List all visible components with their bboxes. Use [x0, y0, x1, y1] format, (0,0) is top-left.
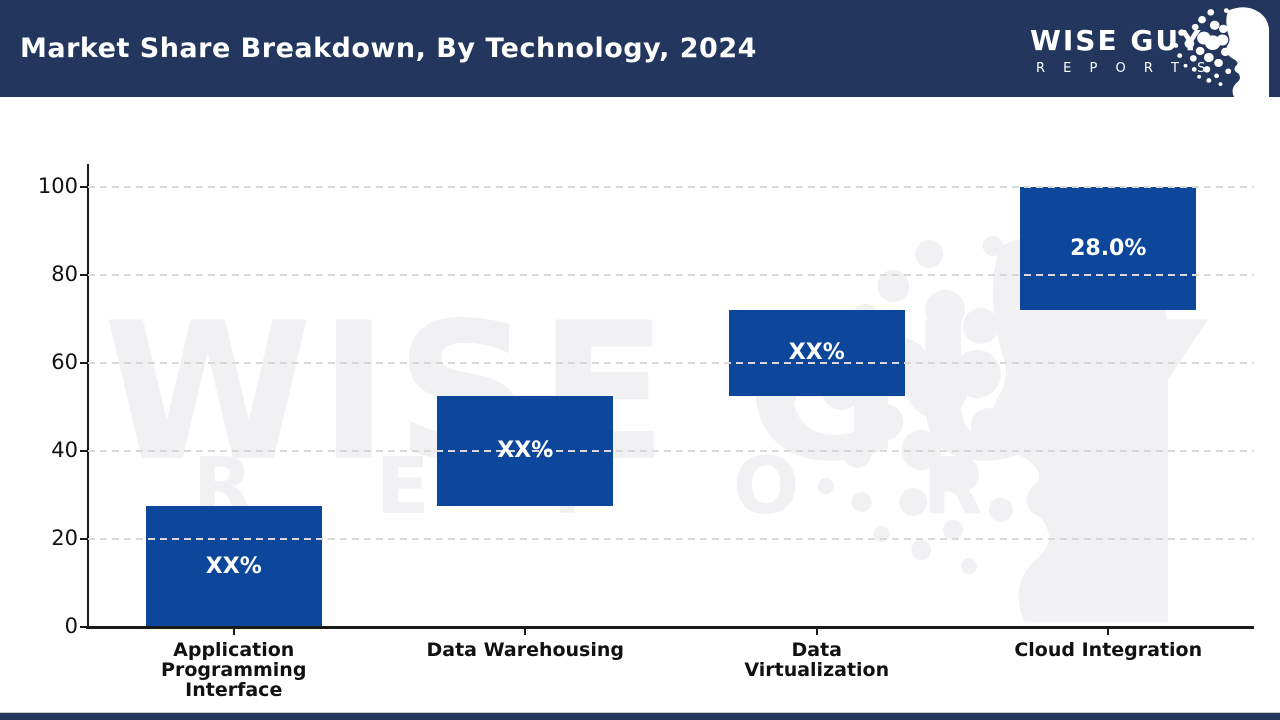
category-label: Cloud Integration: [958, 640, 1258, 660]
footer-bar: [0, 712, 1280, 720]
wise-guy-reports-logo: WISE GUY R E P O R T S: [1000, 0, 1270, 97]
category-label: Data Warehousing: [375, 640, 675, 660]
logo-head-dots-icon: [1173, 7, 1270, 97]
x-tick-mark: [1107, 627, 1110, 635]
category-label-line: Data: [791, 639, 843, 661]
x-tick-mark: [524, 627, 527, 635]
y-axis-line: [87, 164, 89, 629]
y-tick-mark: [80, 362, 88, 364]
header-bar: Market Share Breakdown, By Technology, 2…: [0, 0, 1280, 97]
waterfall-bar: [1020, 187, 1197, 311]
x-tick-mark: [232, 627, 235, 635]
page-title: Market Share Breakdown, By Technology, 2…: [20, 33, 757, 64]
category-label: Data Virtualization: [667, 640, 967, 680]
category-label-line: Cloud Integration: [1014, 639, 1203, 661]
y-gridline: [88, 538, 1254, 540]
y-gridline: [88, 186, 1254, 188]
x-tick-mark: [815, 627, 818, 635]
y-tick-mark: [80, 274, 88, 276]
category-label-line: Programming: [161, 659, 307, 681]
category-label-line: Virtualization: [744, 659, 890, 681]
y-gridline: [88, 362, 1254, 364]
category-label-line: Interface: [185, 679, 283, 701]
waterfall-bar: [145, 506, 322, 627]
y-gridline: [88, 274, 1254, 276]
logo-reports-text: R E P O R T S: [1036, 61, 1213, 76]
bar-value-label: 28.0%: [1070, 235, 1147, 261]
category-label-line: Application: [173, 639, 295, 661]
x-axis-line: [86, 626, 1254, 629]
y-tick-label: 60: [51, 350, 78, 374]
waterfall-bar: [728, 310, 905, 396]
bar-value-label: XX%: [205, 553, 262, 579]
bar-value-label: XX%: [497, 438, 554, 463]
y-tick-mark: [80, 538, 88, 540]
y-tick-mark: [80, 450, 88, 452]
logo-wiseguy-text: WISE GUY: [1030, 24, 1203, 57]
y-tick-label: 0: [64, 614, 78, 638]
y-gridline: [88, 450, 1254, 452]
bar-value-label: XX%: [788, 340, 845, 366]
y-tick-mark: [80, 626, 88, 628]
y-tick-label: 40: [51, 438, 78, 462]
y-tick-label: 100: [37, 174, 78, 198]
y-tick-label: 80: [51, 262, 78, 286]
category-label: Application Programming Interface: [84, 640, 384, 700]
y-tick-label: 20: [51, 526, 78, 550]
category-label-line: Data Warehousing: [426, 639, 625, 661]
y-tick-mark: [80, 186, 88, 188]
